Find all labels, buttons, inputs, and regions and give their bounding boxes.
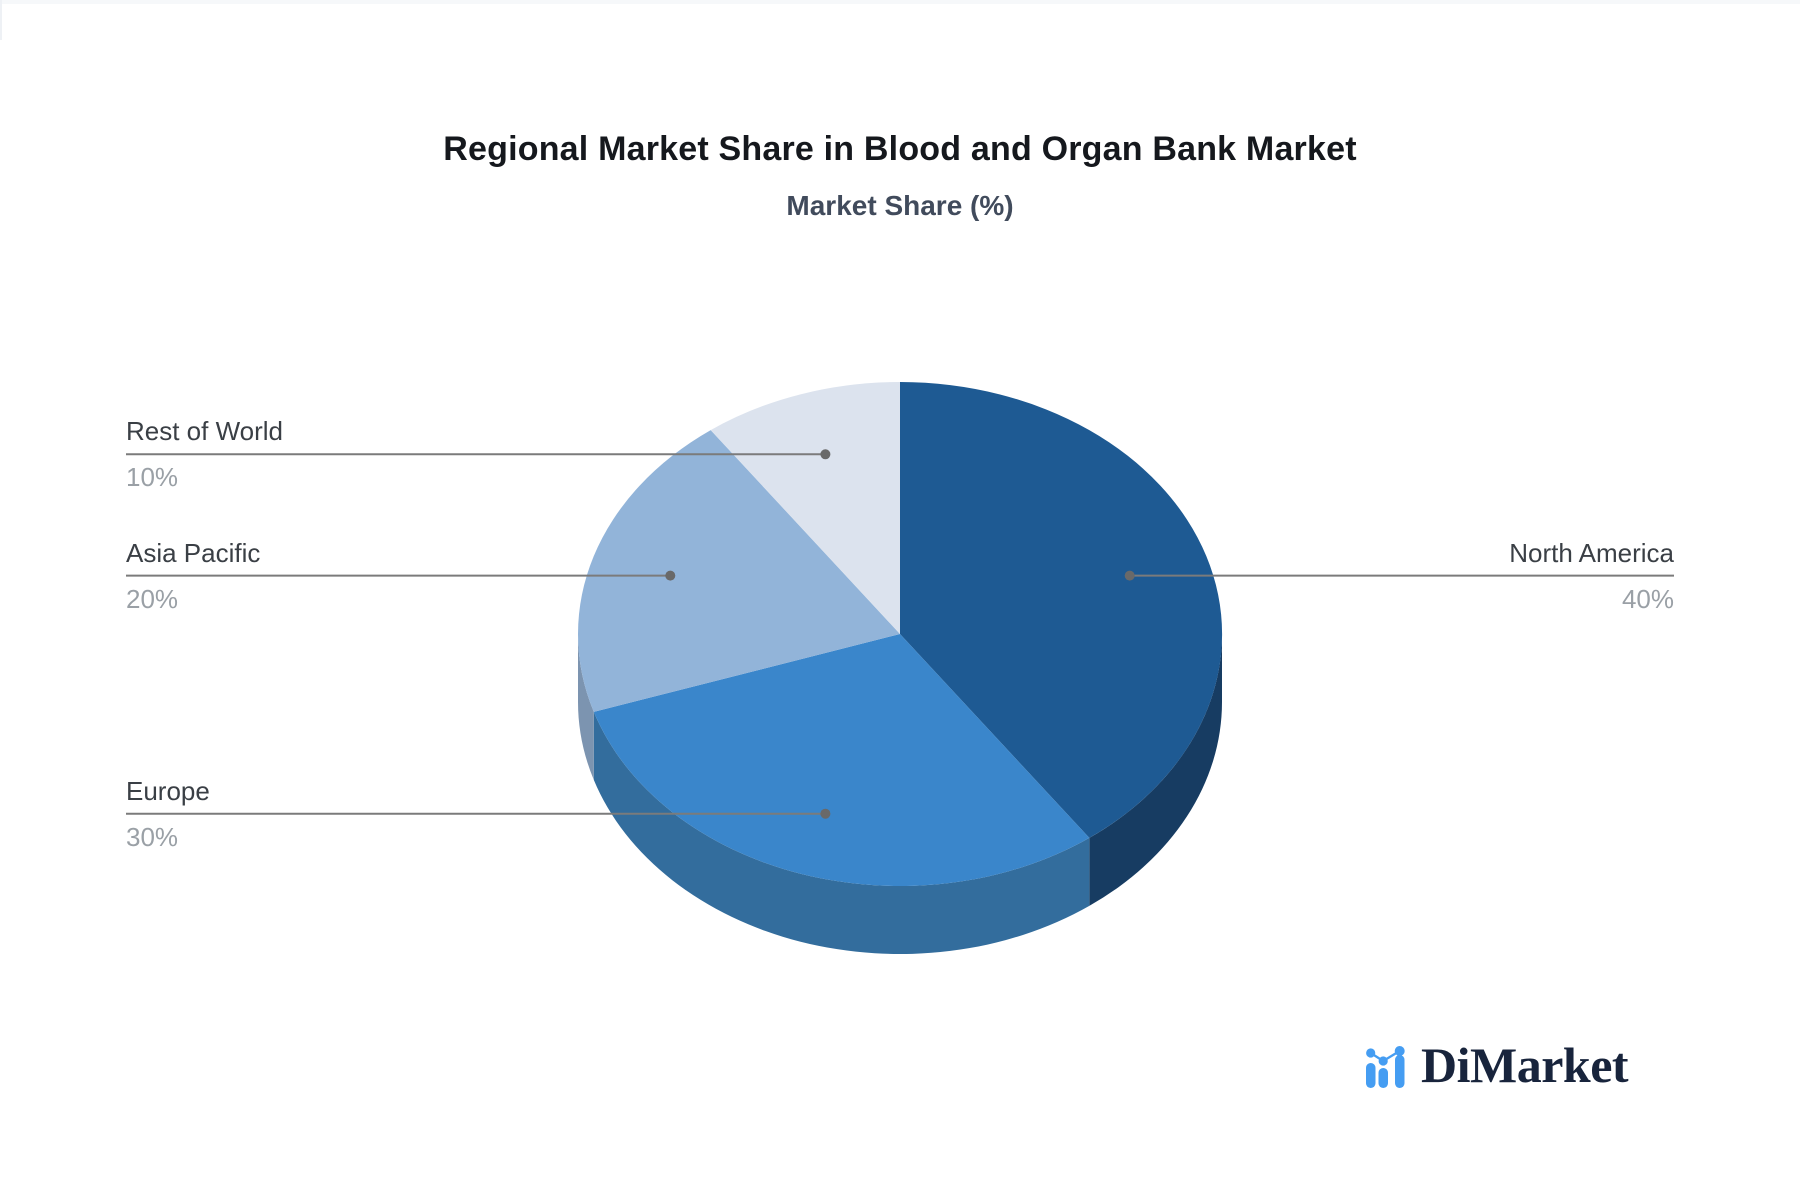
leader-dot-europe — [820, 808, 831, 819]
pie-slice-side-asia-pacific — [578, 634, 594, 780]
slice-percent-asia-pacific: 20% — [126, 583, 179, 614]
pie-slice-north-america[interactable] — [900, 382, 1223, 838]
leader-dot-rest-of-world — [820, 449, 831, 460]
chart-title: Regional Market Share in Blood and Organ… — [443, 130, 1357, 168]
leader-dot-north-america — [1124, 570, 1135, 581]
slice-label-north-america: North America — [1509, 537, 1674, 568]
brand-logo: DiMarket — [1364, 1037, 1629, 1093]
pie-slice-europe[interactable] — [593, 634, 1090, 887]
pie-slice-side-europe — [593, 711, 1090, 955]
slice-label-asia-pacific: Asia Pacific — [126, 537, 261, 568]
chart-subtitle: Market Share (%) — [786, 190, 1014, 221]
bar-chart-trend-icon — [1366, 1046, 1405, 1088]
pie-slice-rest-of-world[interactable] — [710, 381, 900, 634]
pie-slice-side-north-america — [1089, 634, 1222, 906]
leader-dot-asia-pacific — [665, 570, 676, 581]
slice-label-europe: Europe — [126, 775, 210, 806]
slice-percent-rest-of-world: 10% — [126, 462, 179, 493]
slice-percent-europe: 30% — [126, 821, 179, 852]
page-edge-highlight — [0, 0, 1800, 4]
slice-label-rest-of-world: Rest of World — [126, 416, 284, 447]
page-edge-highlight-left — [0, 0, 2, 40]
brand-logo-text: DiMarket — [1421, 1037, 1629, 1093]
slice-percent-north-america: 40% — [1621, 583, 1674, 614]
pie-slice-asia-pacific[interactable] — [578, 430, 900, 712]
